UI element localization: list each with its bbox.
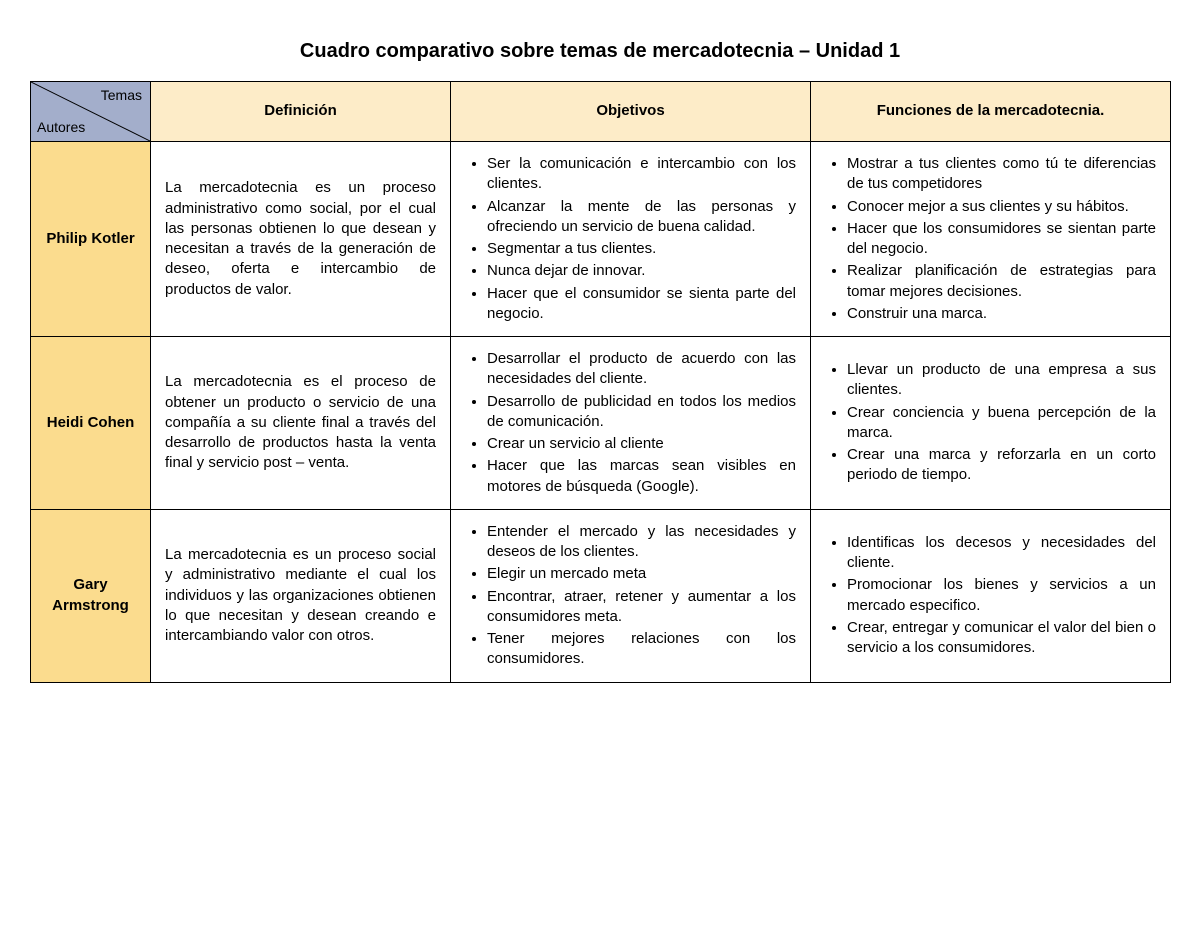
table-body: Philip KotlerLa mercadotecnia es un proc…	[31, 142, 1171, 683]
list-item: Crear conciencia y buena percepción de l…	[847, 403, 1156, 444]
col-header-functions: Funciones de la mercadotecnia.	[811, 82, 1171, 142]
list-item: Realizar planificación de estrategias pa…	[847, 261, 1156, 302]
functions-cell: Mostrar a tus clientes como tú te difere…	[811, 142, 1171, 337]
corner-top-label: Temas	[101, 86, 142, 105]
list-item: Identificas los decesos y necesidades de…	[847, 533, 1156, 574]
definition-cell: La mercadotecnia es el proceso de obtene…	[151, 337, 451, 510]
list-item: Hacer que las marcas sean visibles en mo…	[487, 456, 796, 497]
list-item: Elegir un mercado meta	[487, 564, 796, 584]
definition-cell: La mercadotecnia es un proceso administr…	[151, 142, 451, 337]
objectives-cell: Ser la comunicación e intercambio con lo…	[451, 142, 811, 337]
objectives-cell: Entender el mercado y las necesidades y …	[451, 509, 811, 682]
list-item: Alcanzar la mente de las personas y ofre…	[487, 197, 796, 238]
list-item: Entender el mercado y las necesidades y …	[487, 522, 796, 563]
list-item: Ser la comunicación e intercambio con lo…	[487, 154, 796, 195]
definition-cell: La mercadotecnia es un proceso social y …	[151, 509, 451, 682]
table-row: Gary ArmstrongLa mercadotecnia es un pro…	[31, 509, 1171, 682]
objectives-cell: Desarrollar el producto de acuerdo con l…	[451, 337, 811, 510]
corner-cell: Temas Autores	[31, 82, 151, 142]
list-item: Hacer que los consumidores se sientan pa…	[847, 219, 1156, 260]
functions-cell: Identificas los decesos y necesidades de…	[811, 509, 1171, 682]
list-item: Desarrollar el producto de acuerdo con l…	[487, 349, 796, 390]
list-item: Crear una marca y reforzarla en un corto…	[847, 445, 1156, 486]
list-item: Nunca dejar de innovar.	[487, 261, 796, 281]
functions-cell: Llevar un producto de una empresa a sus …	[811, 337, 1171, 510]
col-header-objectives: Objetivos	[451, 82, 811, 142]
list-item: Crear, entregar y comunicar el valor del…	[847, 618, 1156, 659]
page-title: Cuadro comparativo sobre temas de mercad…	[30, 40, 1170, 63]
list-item: Crear un servicio al cliente	[487, 434, 796, 454]
list-item: Promocionar los bienes y servicios a un …	[847, 575, 1156, 616]
corner-bottom-label: Autores	[37, 118, 85, 137]
author-cell: Heidi Cohen	[31, 337, 151, 510]
list-item: Mostrar a tus clientes como tú te difere…	[847, 154, 1156, 195]
list-item: Construir una marca.	[847, 304, 1156, 324]
comparison-table: Temas Autores Definición Objetivos Funci…	[30, 81, 1171, 683]
list-item: Llevar un producto de una empresa a sus …	[847, 360, 1156, 401]
list-item: Conocer mejor a sus clientes y su hábito…	[847, 197, 1156, 217]
header-row: Temas Autores Definición Objetivos Funci…	[31, 82, 1171, 142]
table-row: Philip KotlerLa mercadotecnia es un proc…	[31, 142, 1171, 337]
list-item: Desarrollo de publicidad en todos los me…	[487, 392, 796, 433]
list-item: Hacer que el consumidor se sienta parte …	[487, 284, 796, 325]
author-cell: Gary Armstrong	[31, 509, 151, 682]
list-item: Segmentar a tus clientes.	[487, 239, 796, 259]
col-header-definition: Definición	[151, 82, 451, 142]
author-cell: Philip Kotler	[31, 142, 151, 337]
table-row: Heidi CohenLa mercadotecnia es el proces…	[31, 337, 1171, 510]
list-item: Encontrar, atraer, retener y aumentar a …	[487, 587, 796, 628]
list-item: Tener mejores relaciones con los consumi…	[487, 629, 796, 670]
